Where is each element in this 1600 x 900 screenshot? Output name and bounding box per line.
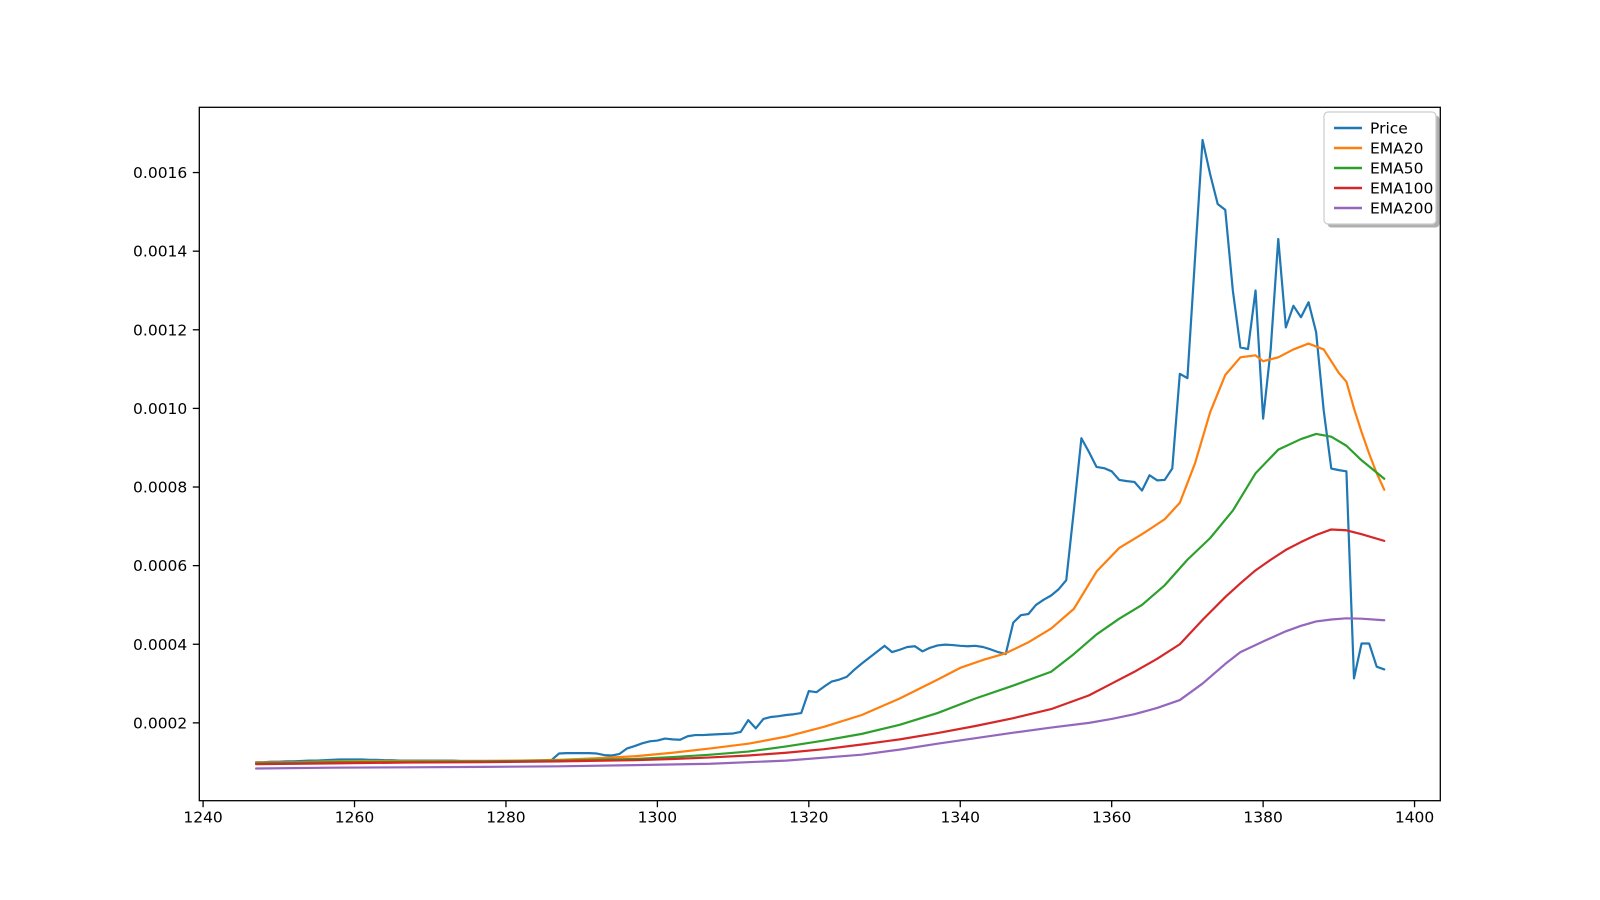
legend-item-label: EMA200	[1370, 200, 1433, 218]
x-tick-label: 1260	[335, 809, 374, 827]
x-tick-label: 1320	[789, 809, 828, 827]
legend-item-label: EMA20	[1370, 140, 1424, 158]
x-tick-label: 1240	[183, 809, 222, 827]
legend-item-ema50: EMA50	[1334, 160, 1424, 178]
legend-box	[1323, 111, 1437, 225]
y-tick-label: 0.0014	[133, 243, 187, 261]
x-tick-label: 1360	[1092, 809, 1131, 827]
series-line-ema200	[254, 617, 1386, 770]
legend-item-label: EMA50	[1370, 160, 1424, 178]
y-tick-label: 0.0016	[133, 164, 187, 182]
series-line-ema50	[254, 432, 1386, 765]
legend-item-ema20: EMA20	[1334, 140, 1424, 158]
x-tick-label: 1380	[1243, 809, 1282, 827]
legend-item-ema100: EMA100	[1334, 180, 1433, 198]
x-tick-label: 1400	[1395, 809, 1434, 827]
x-tick-label: 1340	[941, 809, 980, 827]
legend: Price EMA20 EMA50 EMA100 EMA200	[1323, 111, 1440, 228]
series-line-ema100	[254, 528, 1386, 766]
y-tick-label: 0.0008	[133, 479, 187, 497]
legend-item-price: Price	[1334, 120, 1408, 138]
y-tick-label: 0.0012	[133, 321, 187, 339]
y-tick-label: 0.0010	[133, 400, 187, 418]
y-tick-label: 0.0004	[133, 636, 187, 654]
x-tick-label: 1280	[486, 809, 525, 827]
legend-item-label: EMA100	[1370, 180, 1433, 198]
x-tick-label: 1300	[638, 809, 677, 827]
y-tick-label: 0.0006	[133, 557, 187, 575]
plot-area-frame	[198, 106, 1441, 802]
legend-item-label: Price	[1370, 120, 1408, 138]
legend-item-ema200: EMA200	[1334, 200, 1433, 218]
y-tick-label: 0.0002	[133, 714, 187, 732]
